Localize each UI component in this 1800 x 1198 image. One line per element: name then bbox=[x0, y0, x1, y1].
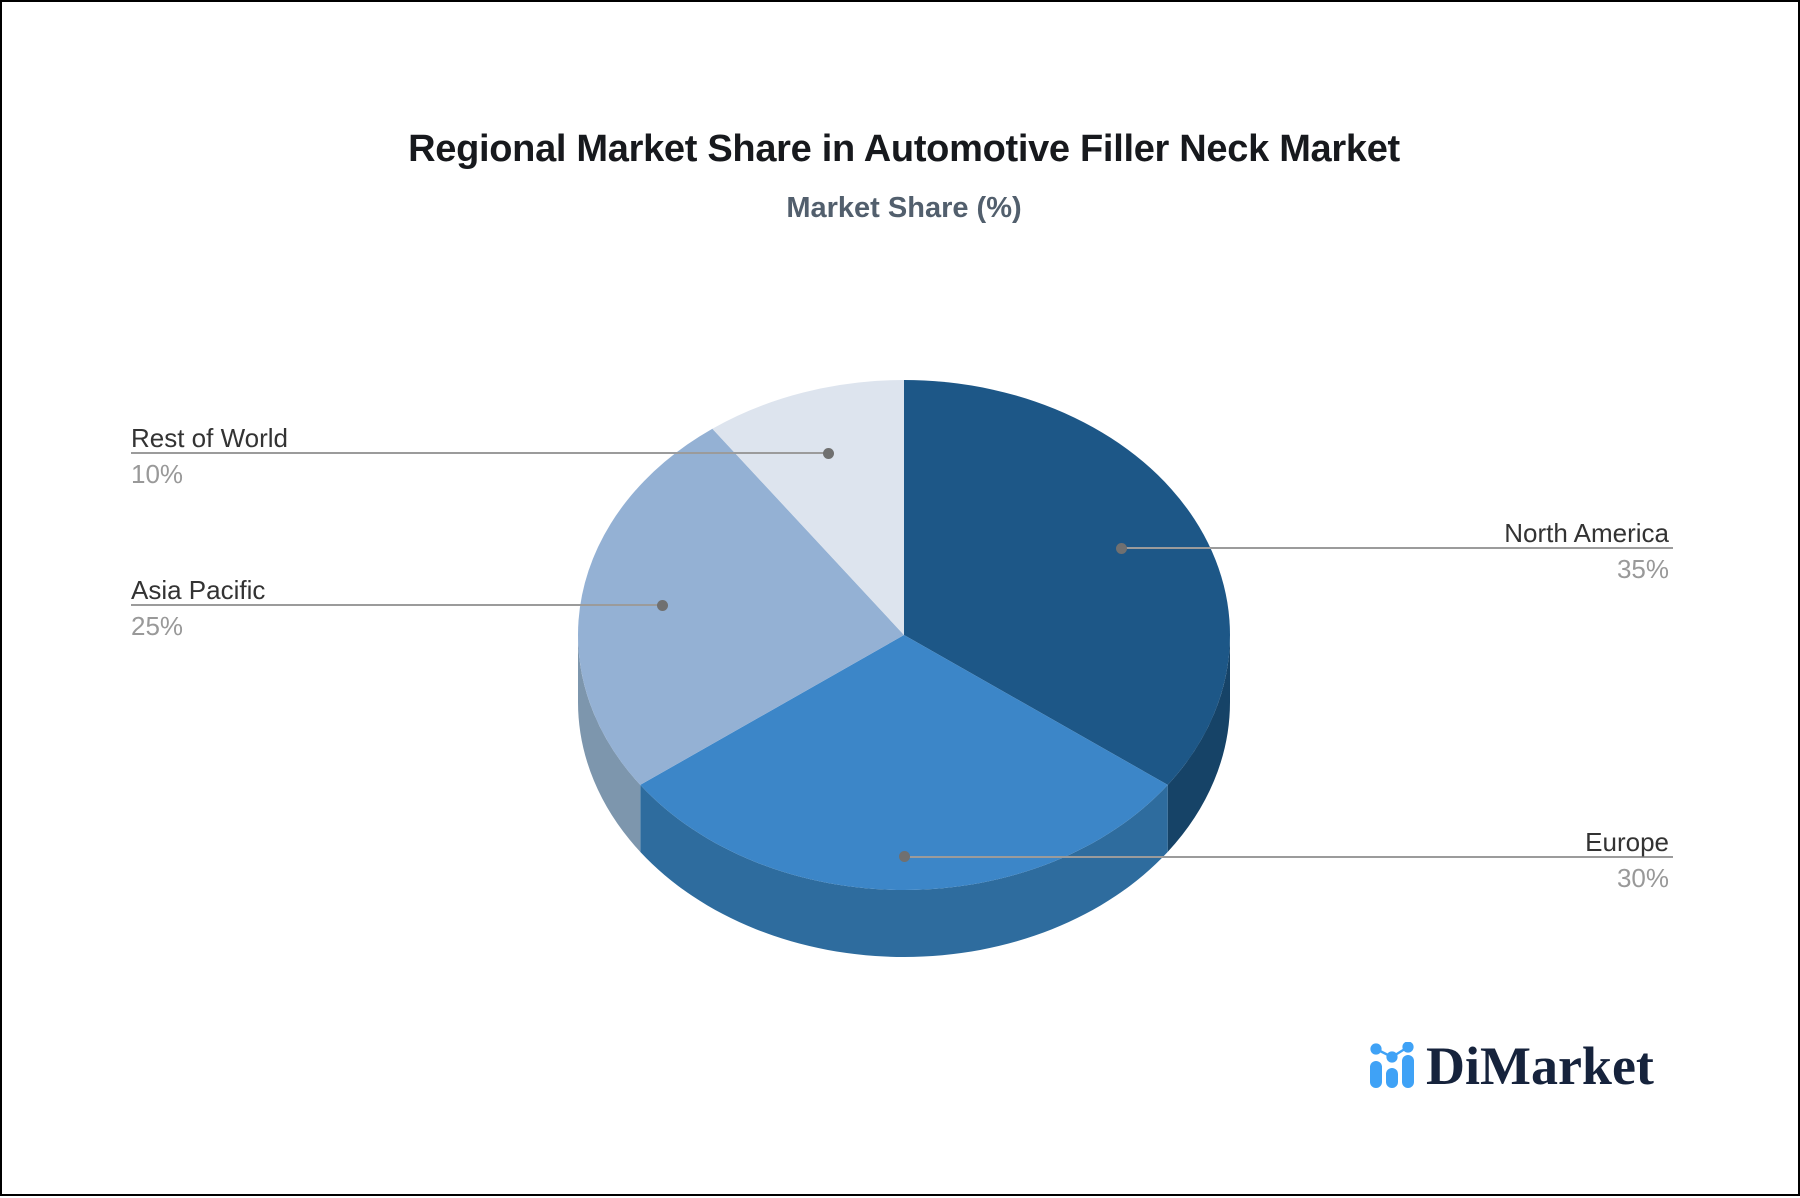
dimarket-logo-text: DiMarket bbox=[1426, 1036, 1654, 1096]
label-dot bbox=[657, 599, 668, 611]
pie-slice-europe[interactable] bbox=[640, 635, 1168, 891]
label-leader-line bbox=[131, 604, 663, 607]
label-leader-line bbox=[904, 855, 1673, 858]
slice-label-name: Rest of World bbox=[131, 423, 289, 454]
label-dot bbox=[1116, 542, 1128, 554]
pie-slice-asia-pacific[interactable] bbox=[578, 428, 904, 785]
label-dot bbox=[822, 447, 834, 459]
label-leader-line bbox=[131, 452, 829, 455]
pie-slice-rest-of-world[interactable] bbox=[712, 380, 904, 635]
pie-slice-north-america[interactable] bbox=[904, 380, 1230, 785]
slice-label-percent: 35% bbox=[1616, 554, 1669, 585]
label-dot bbox=[898, 851, 910, 863]
slice-label-percent: 30% bbox=[1616, 862, 1669, 893]
slice-label-name: North America bbox=[1504, 518, 1669, 549]
pie-slice-side-north-america bbox=[1167, 635, 1230, 852]
label-leader-line bbox=[1121, 547, 1673, 550]
slice-label-percent: 25% bbox=[131, 611, 184, 642]
dimarket-logo: DiMarket bbox=[1369, 1036, 1654, 1096]
dimarket-logo-icon bbox=[1370, 1042, 1414, 1088]
slice-label-name: Europe bbox=[1585, 826, 1669, 857]
pie-slice-side-asia-pacific bbox=[578, 635, 641, 852]
chart-subtitle: Market Share (%) bbox=[786, 192, 1022, 224]
slice-label-name: Asia Pacific bbox=[131, 575, 266, 606]
pie-slice-side-europe bbox=[640, 784, 1168, 958]
slice-label-percent: 10% bbox=[131, 459, 184, 490]
chart-title: Regional Market Share in Automotive Fill… bbox=[408, 128, 1400, 170]
